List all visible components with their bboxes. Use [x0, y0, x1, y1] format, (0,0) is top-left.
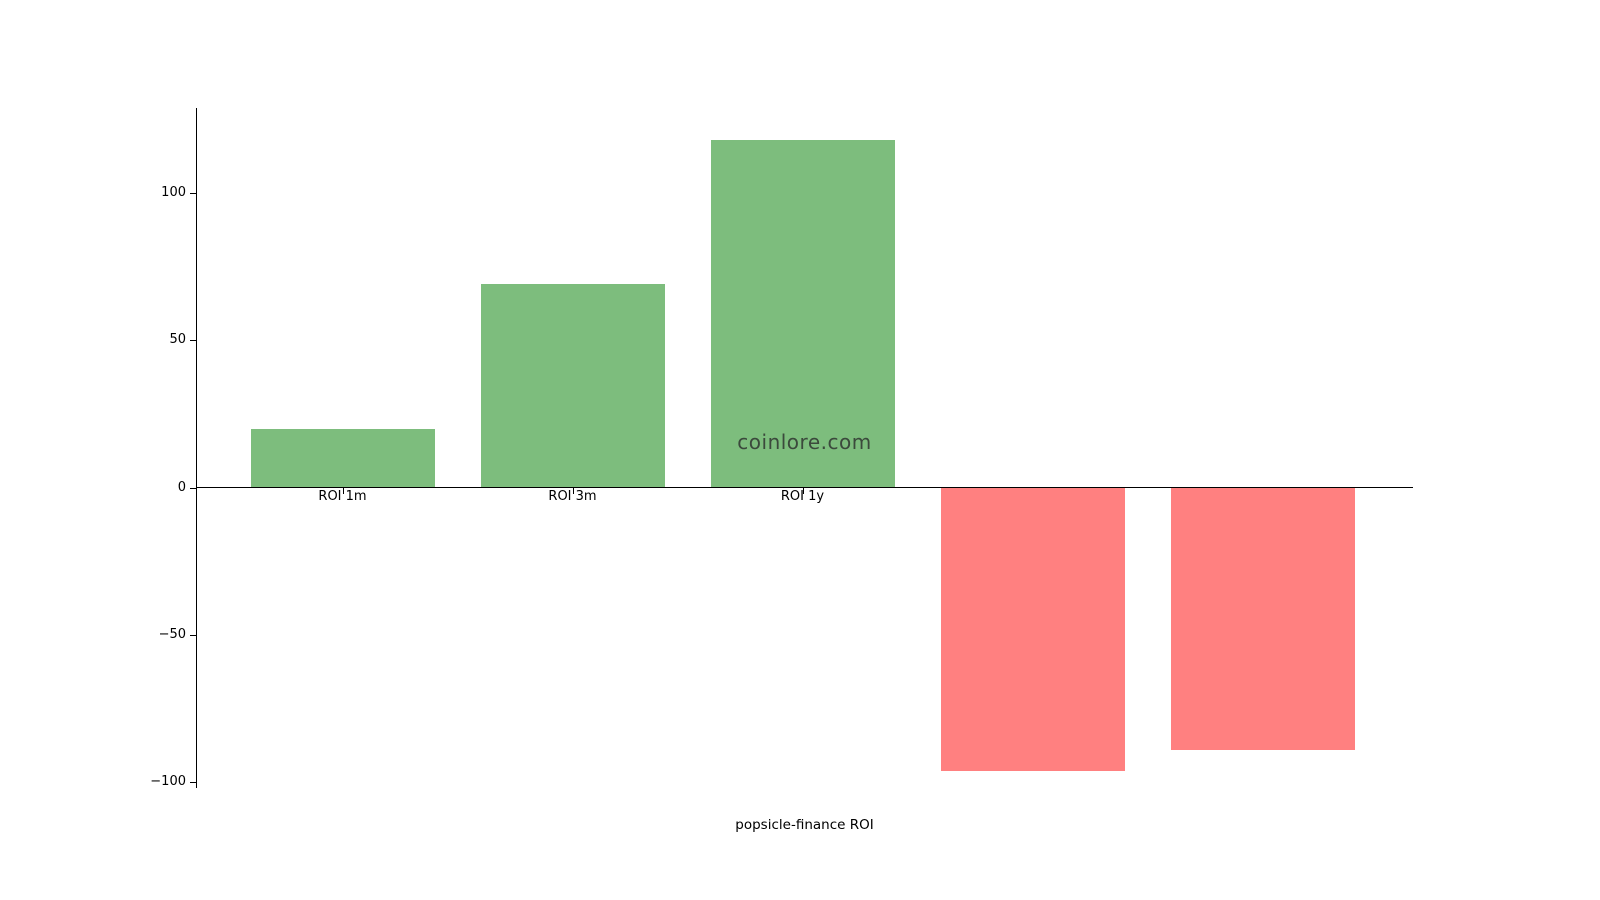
bar-roi-3m	[480, 284, 665, 488]
y-tick-label--100: −100	[150, 773, 186, 789]
x-tick-label-1: ROI 3m	[548, 489, 597, 504]
bar-roi-1m	[250, 428, 435, 488]
bar-unlabeled-3	[940, 488, 1125, 771]
x-tick-mark-1	[572, 487, 574, 494]
y-tick-mark-50	[190, 340, 197, 342]
y-tick-label-50: 50	[169, 332, 186, 348]
x-tick-mark-0	[342, 487, 344, 494]
bar-roi-1y	[710, 140, 895, 488]
y-tick-label-0: 0	[177, 479, 186, 495]
y-tick-mark-100	[190, 193, 197, 195]
bar-unlabeled-4	[1170, 488, 1355, 750]
y-tick-mark--100	[190, 781, 197, 783]
x-tick-label-2: ROI 1y	[780, 489, 825, 504]
watermark-text: coinlore.com	[737, 430, 872, 454]
y-tick-mark--50	[190, 634, 197, 636]
chart-title: popsicle-finance ROI	[735, 817, 874, 833]
y-tick-mark-0	[190, 487, 197, 489]
x-tick-mark-2	[802, 487, 804, 494]
x-tick-label-0: ROI 1m	[318, 489, 367, 504]
y-axis-spine	[196, 107, 197, 788]
x-axis-line	[196, 487, 1413, 488]
y-tick-label-100: 100	[161, 185, 186, 201]
y-tick-label--50: −50	[158, 626, 186, 642]
